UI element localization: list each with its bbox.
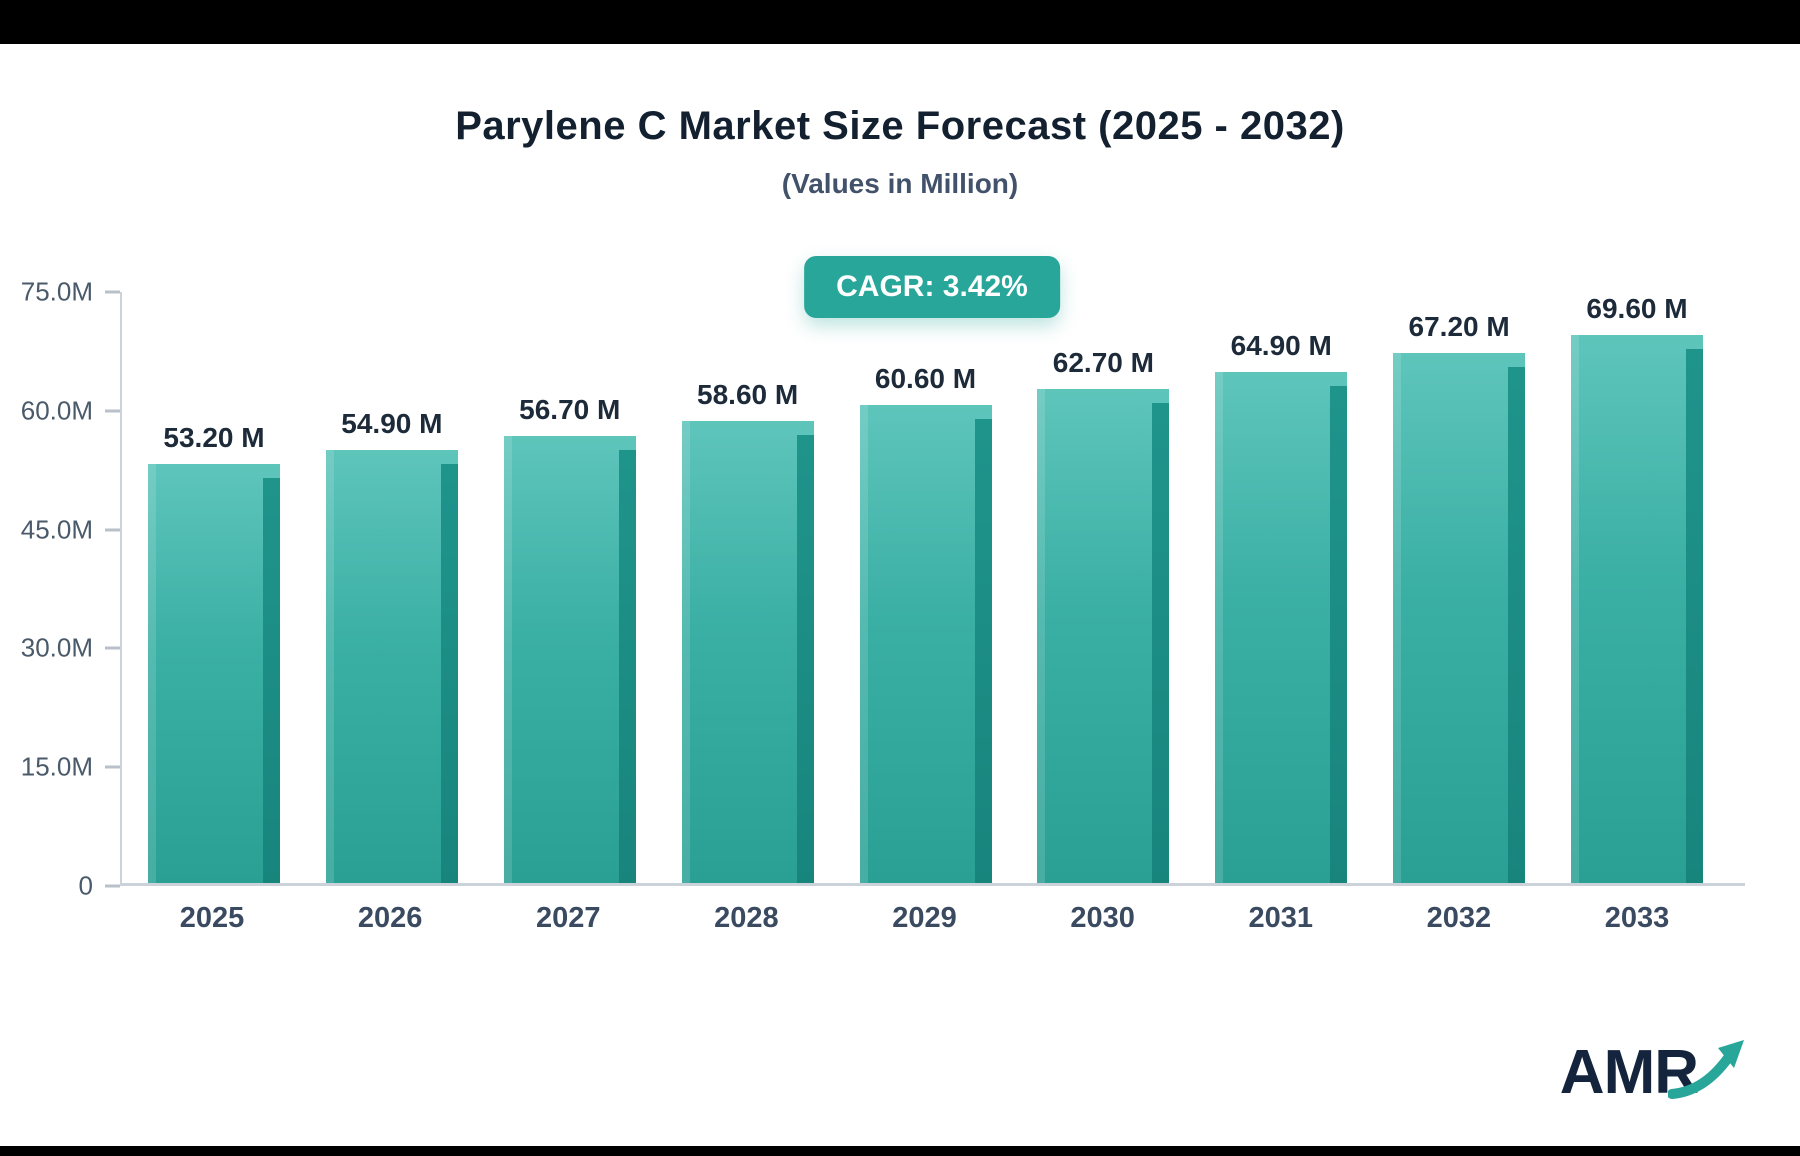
bar <box>859 405 992 883</box>
y-axis-tick: 15.0M <box>21 752 120 783</box>
y-axis-tick: 60.0M <box>21 395 120 426</box>
x-axis-label: 2030 <box>1070 902 1135 934</box>
bar-value-label: 60.60 M <box>874 363 977 395</box>
bar-value-label: 69.60 M <box>1586 292 1688 324</box>
x-axis-label: 2025 <box>179 902 245 934</box>
y-axis-tick-label: 15.0M <box>20 751 93 782</box>
bar-value-label: 53.20 M <box>163 421 265 453</box>
bar <box>681 421 814 883</box>
y-axis-tick-mark <box>105 409 120 413</box>
y-axis-tick-mark <box>105 646 120 650</box>
bar <box>148 463 280 884</box>
x-axis-label: 2026 <box>357 902 423 934</box>
plot-area: 53.20 M 54.90 M 56.70 M 58.60 M 60.60 M 62.70… <box>120 292 1745 886</box>
y-axis-tick-mark <box>105 765 120 769</box>
bar-value-label: 54.90 M <box>341 408 443 440</box>
bar-column: 69.60 M <box>1571 292 1703 884</box>
bar <box>1215 371 1348 884</box>
y-axis-tick-label: 45.0M <box>20 514 93 545</box>
growth-arrow-icon <box>1668 1040 1744 1099</box>
cagr-badge: CAGR: 3.42% <box>804 256 1060 318</box>
bar-value-label: 67.20 M <box>1408 311 1510 343</box>
x-axis-label: 2031 <box>1248 902 1313 934</box>
y-axis-tick: 75.0M <box>21 277 120 308</box>
bar-column: 54.90 M <box>325 292 458 883</box>
y-axis-tick-label: 75.0M <box>20 276 93 307</box>
x-axis-label: 2028 <box>714 902 779 934</box>
bar-column: 53.20 M <box>148 292 280 884</box>
bottom-black-bar <box>0 1146 1800 1156</box>
bar-value-label: 62.70 M <box>1052 346 1154 378</box>
y-axis-tick-mark <box>105 290 120 294</box>
bar <box>1393 353 1526 883</box>
y-axis-tick: 0 <box>79 871 120 902</box>
chart-title: Parylene C Market Size Forecast (2025 - … <box>455 104 1345 148</box>
y-axis-tick: 45.0M <box>21 514 120 545</box>
bar-column: 62.70 M <box>1037 292 1170 884</box>
x-axis-label: 2032 <box>1426 902 1492 934</box>
bar-column: 56.70 M <box>503 292 636 883</box>
y-axis-tick-mark <box>105 884 120 888</box>
x-axis-label: 2027 <box>535 902 601 934</box>
bar-column: 60.60 M <box>859 292 992 883</box>
x-axis-label: 2033 <box>1604 902 1670 934</box>
bar <box>325 450 458 883</box>
x-axis-labels: 2025 2026 2027 2028 2029 2030 2031 2032 2033 <box>120 902 1745 935</box>
bar <box>1037 388 1170 884</box>
y-axis-tick-mark <box>105 528 120 532</box>
bar-chart: 75.0M 60.0M 45.0M 30.0M 15.0M 0 53.20 M 54.90 … <box>21 277 1745 901</box>
y-axis-tick-label: 30.0M <box>20 632 93 663</box>
y-axis-tick-label: 0 <box>78 870 93 901</box>
x-axis-label: 2029 <box>892 902 957 934</box>
bar <box>503 436 636 883</box>
y-axis-tick: 30.0M <box>21 633 120 664</box>
bar <box>1571 334 1703 884</box>
bar-value-label: 58.60 M <box>697 379 799 411</box>
amr-logo: AMR <box>1560 1038 1748 1104</box>
y-axis: 75.0M 60.0M 45.0M 30.0M 15.0M 0 <box>21 277 120 901</box>
bar-column: 67.20 M <box>1393 292 1526 883</box>
y-axis-tick-label: 60.0M <box>20 395 93 426</box>
chart-subtitle: (Values in Million) <box>781 168 1019 199</box>
bar-column: 64.90 M <box>1215 292 1348 884</box>
bar-value-label: 64.90 M <box>1230 329 1332 361</box>
bar-column: 58.60 M <box>681 292 814 883</box>
top-black-bar <box>0 0 1800 44</box>
bar-value-label: 56.70 M <box>519 394 621 426</box>
